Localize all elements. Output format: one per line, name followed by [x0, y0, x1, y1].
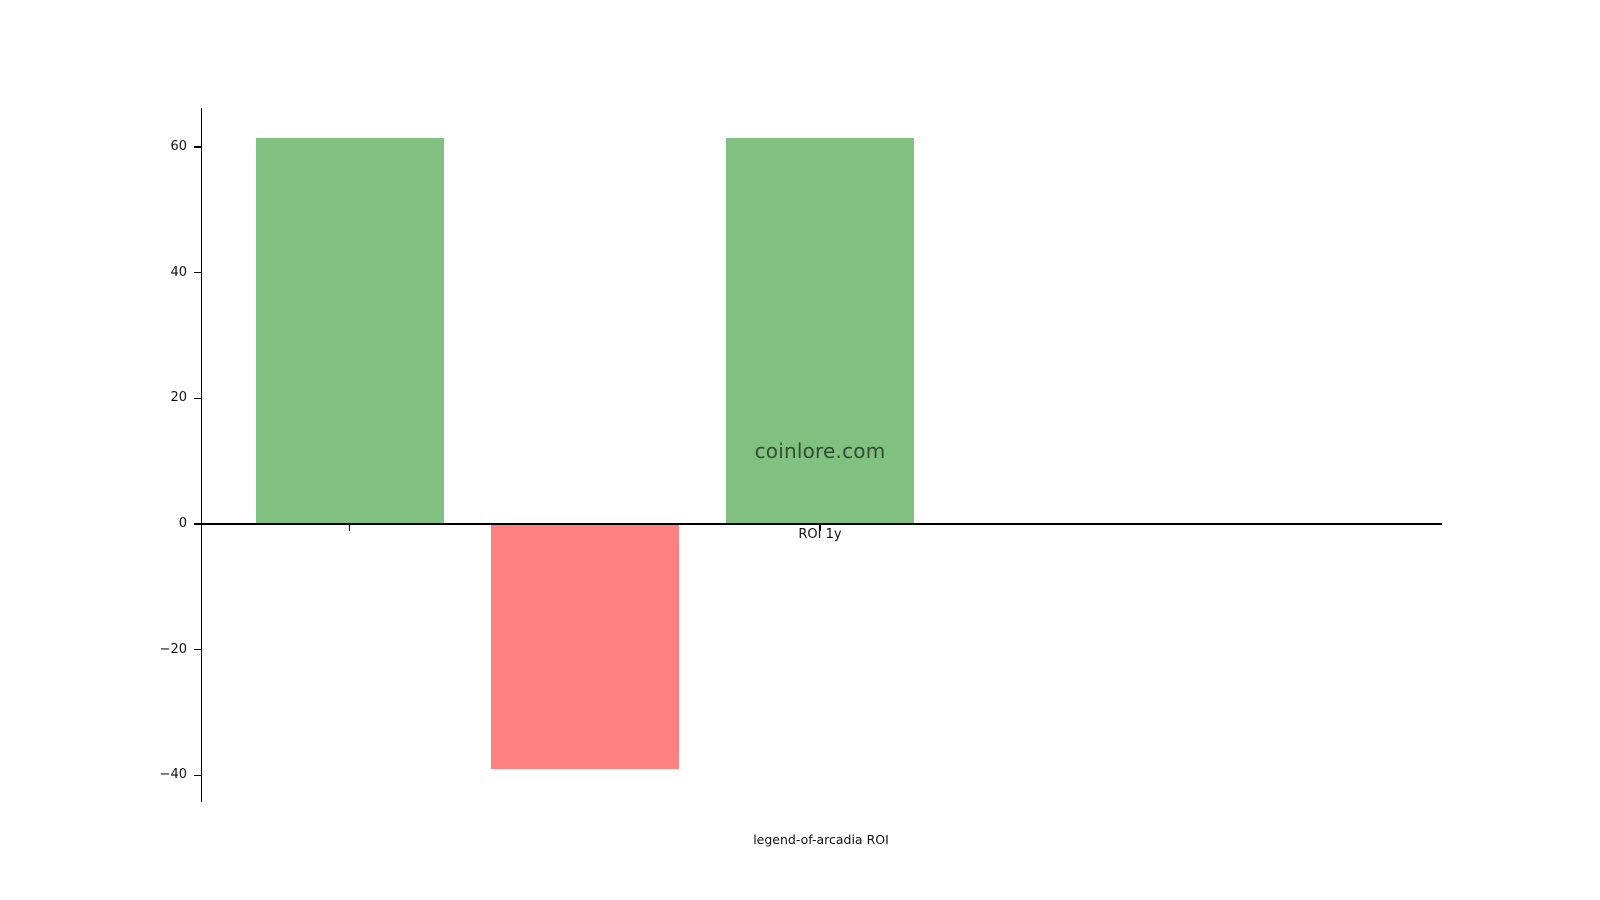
y-tick-label: 40: [170, 264, 187, 280]
y-tick: [193, 146, 201, 148]
y-tick-label: 0: [178, 516, 187, 531]
x-tick: [348, 524, 351, 531]
y-tick-label: −40: [159, 767, 187, 783]
y-tick: [193, 397, 201, 399]
x-axis-line: [200, 523, 1442, 525]
bar-1: [255, 138, 444, 524]
y-tick-label: −20: [159, 641, 187, 657]
y-tick: [193, 649, 201, 651]
watermark-text: coinlore.com: [754, 439, 886, 463]
x-axis-title: legend-of-arcadia ROI: [753, 832, 889, 847]
y-tick: [193, 272, 201, 274]
bar-3: [726, 138, 914, 524]
y-tick-label: 20: [170, 390, 187, 406]
bar-2: [490, 524, 679, 770]
y-axis-line: [200, 108, 202, 802]
y-tick-label: 60: [170, 139, 187, 154]
x-tick: [819, 524, 821, 531]
y-tick: [193, 774, 201, 776]
y-tick: [193, 523, 201, 525]
x-tick-label: ROI 1y: [798, 526, 842, 542]
